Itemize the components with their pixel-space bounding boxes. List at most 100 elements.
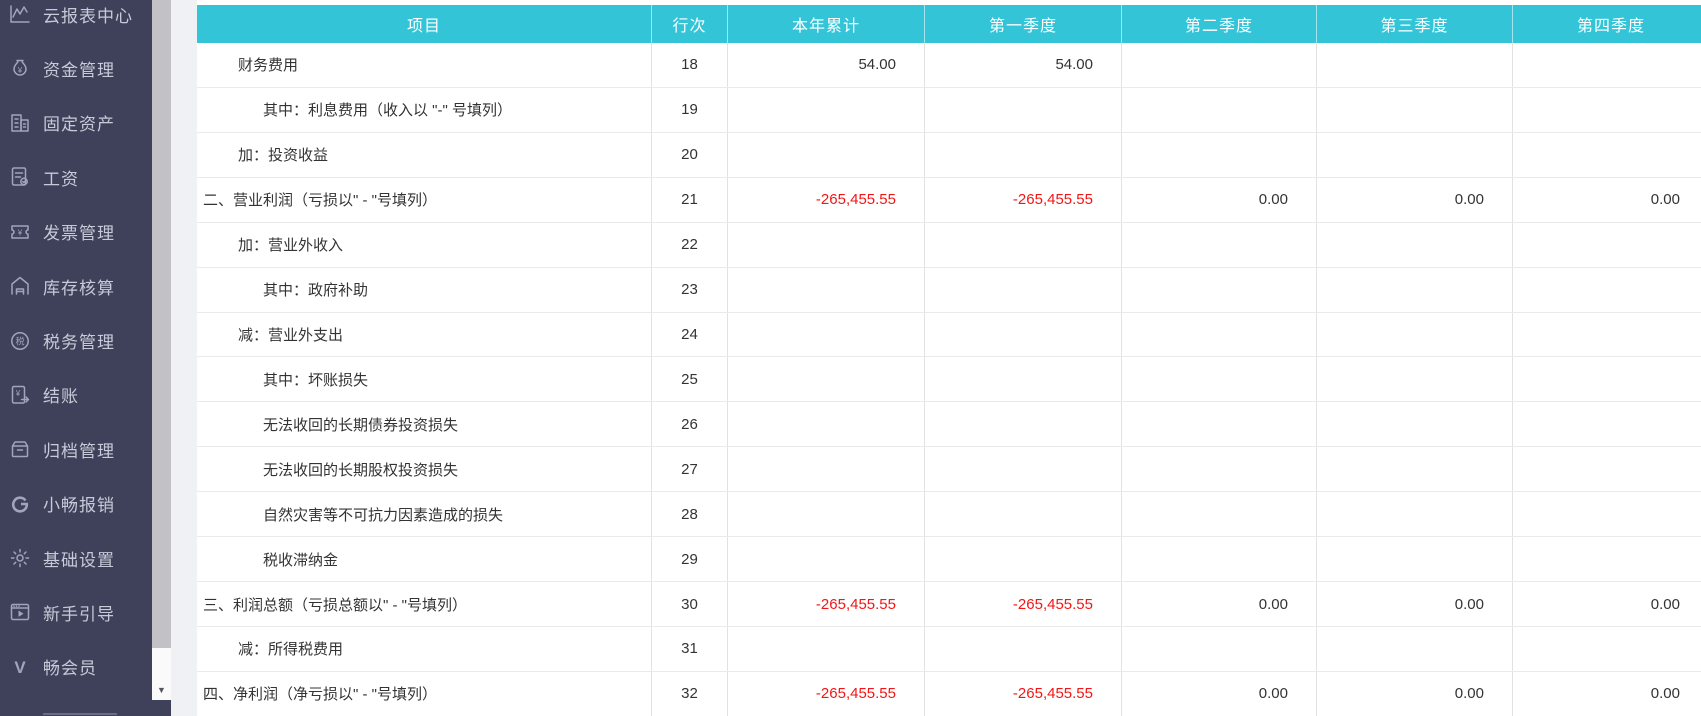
value-cell <box>728 492 925 537</box>
item-name-cell: 二、营业利润（亏损以" - "号填列） <box>197 177 652 222</box>
value-cell: 54.00 <box>925 43 1122 87</box>
sidebar-item-小畅报销[interactable]: 小畅报销 <box>0 477 152 531</box>
line-number-cell: 28 <box>652 492 728 537</box>
sidebar-item-结账[interactable]: ¥ 结账 <box>0 368 152 422</box>
value-cell <box>728 87 925 132</box>
sidebar-item-畅会员[interactable]: V 畅会员 <box>0 640 152 694</box>
item-name-cell: 无法收回的长期债券投资损失 <box>197 402 652 447</box>
value-cell <box>1122 537 1317 582</box>
line-number-cell: 18 <box>652 43 728 87</box>
value-cell <box>1513 43 1701 87</box>
line-number-cell: 25 <box>652 357 728 402</box>
value-cell: 0.00 <box>1513 582 1701 626</box>
table-row: 加：投资收益 20 <box>197 132 1701 178</box>
table-row: 三、利润总额（亏损总额以" - "号填列） 30 -265,455.55 -265,4… <box>197 582 1701 627</box>
sidebar-item-税务管理[interactable]: 税 税务管理 <box>0 313 152 367</box>
payroll-icon <box>11 167 28 187</box>
line-number-cell: 21 <box>652 177 728 222</box>
gear-icon <box>10 548 30 568</box>
table-header-row: 项目 行次 本年累计 第一季度 第二季度 第三季度 第四季度 <box>197 5 1701 43</box>
value-cell <box>1122 87 1317 132</box>
sidebar-item-发票管理[interactable]: ¥ 发票管理 <box>0 205 152 259</box>
value-cell <box>1513 447 1701 491</box>
svg-text:税: 税 <box>15 335 24 346</box>
sidebar-item-基础设置[interactable]: 基础设置 <box>0 531 152 585</box>
value-cell <box>1513 627 1701 671</box>
sidebar-item-label: 畅会员 <box>43 659 97 679</box>
value-cell <box>728 267 925 312</box>
value-cell: 0.00 <box>1122 177 1317 222</box>
value-cell: -265,455.55 <box>925 671 1122 716</box>
scrollbar-thumb[interactable] <box>152 0 171 648</box>
sidebar-item-label: 发票管理 <box>43 224 115 244</box>
income-statement-report: 项目 行次 本年累计 第一季度 第二季度 第三季度 第四季度 财务费用 18 54.00 54.0… <box>197 0 1701 716</box>
value-cell <box>1317 537 1513 582</box>
column-header-6: 第三季度 <box>1317 5 1513 43</box>
sidebar-item-label: 资金管理 <box>43 61 115 81</box>
column-header-5: 第二季度 <box>1122 5 1317 43</box>
table-row: 减：所得税费用 31 <box>197 626 1701 672</box>
item-name-cell: 其中：利息费用（收入以 "-" 号填列） <box>197 87 652 132</box>
sidebar-item-资金管理[interactable]: ¥ 资金管理 <box>0 41 152 95</box>
value-cell <box>728 222 925 267</box>
line-number-cell: 20 <box>652 132 728 177</box>
sidebar-item-label: 库存核算 <box>43 278 115 298</box>
sidebar-item-归档管理[interactable]: 归档管理 <box>0 422 152 476</box>
sidebar-item-label: 基础设置 <box>43 550 115 570</box>
item-name-cell: 加：营业外收入 <box>197 222 652 267</box>
item-name-cell: 三、利润总额（亏损总额以" - "号填列） <box>197 582 652 626</box>
sidebar-scrollbar[interactable]: ▼ <box>152 0 171 700</box>
line-number-cell: 24 <box>652 312 728 357</box>
value-cell <box>1317 132 1513 177</box>
table-body: 财务费用 18 54.00 54.00 其中：利息费用（收入以 "-" 号填列） 19 加：… <box>197 43 1701 716</box>
column-header-3: 本年累计 <box>728 5 925 43</box>
value-cell <box>1122 267 1317 312</box>
value-cell <box>925 447 1122 492</box>
table-row: 税收滞纳金 29 <box>197 537 1701 583</box>
money-bag-icon: ¥ <box>13 59 27 76</box>
value-cell <box>1513 492 1701 536</box>
sidebar-item-库存核算[interactable]: 库存核算 <box>0 259 152 313</box>
svg-text:V: V <box>14 658 26 677</box>
sidebar: 云报表中心 ¥ 资金管理 固定资产 工资 ¥ 发票管理 库存核算税 税务管理 ¥ 结账 归档管理 小畅报… <box>0 0 171 716</box>
cloud-report-icon <box>10 5 30 23</box>
line-number-cell: 19 <box>652 87 728 132</box>
scrollbar-down-arrow-icon[interactable]: ▼ <box>157 685 166 695</box>
value-cell <box>925 492 1122 537</box>
value-cell <box>1513 313 1701 357</box>
clipped-icon <box>8 709 32 716</box>
item-name-cell: 税收滞纳金 <box>197 537 652 582</box>
value-cell <box>728 132 925 177</box>
item-name-cell: 其中：政府补助 <box>197 267 652 312</box>
value-cell <box>925 402 1122 447</box>
sidebar-item-新手引导[interactable]: 新手引导 <box>0 585 152 639</box>
panel-divider <box>171 0 197 716</box>
table-row: 自然灾害等不可抗力因素造成的损失 28 <box>197 492 1701 538</box>
warehouse-icon <box>11 276 29 295</box>
value-cell <box>1513 357 1701 401</box>
value-cell: 54.00 <box>728 43 925 87</box>
sidebar-item-label: 结账 <box>43 387 79 407</box>
sidebar-item-固定资产[interactable]: 固定资产 <box>0 96 152 150</box>
value-cell: 0.00 <box>1317 671 1513 716</box>
value-cell: -265,455.55 <box>925 177 1122 222</box>
line-number-cell: 31 <box>652 626 728 671</box>
item-name-cell: 财务费用 <box>197 43 652 87</box>
item-name-cell: 自然灾害等不可抗力因素造成的损失 <box>197 492 652 537</box>
sidebar-item-clipped[interactable] <box>0 694 152 716</box>
column-header-1: 项目 <box>197 5 652 43</box>
value-cell <box>925 267 1122 312</box>
table-row: 其中：政府补助 23 <box>197 267 1701 313</box>
value-cell: 0.00 <box>1317 582 1513 626</box>
value-cell <box>925 222 1122 267</box>
value-cell: -265,455.55 <box>728 177 925 222</box>
value-cell <box>1317 43 1513 87</box>
value-cell: 0.00 <box>1122 582 1317 626</box>
sidebar-menu: 云报表中心 ¥ 资金管理 固定资产 工资 ¥ 发票管理 库存核算税 税务管理 ¥ 结账 归档管理 小畅报… <box>0 0 152 716</box>
value-cell <box>925 357 1122 402</box>
vip-icon: V <box>14 658 26 677</box>
value-cell <box>1317 447 1513 492</box>
sidebar-item-云报表中心[interactable]: 云报表中心 <box>0 0 152 41</box>
sidebar-item-工资[interactable]: 工资 <box>0 150 152 204</box>
line-number-cell: 23 <box>652 267 728 312</box>
